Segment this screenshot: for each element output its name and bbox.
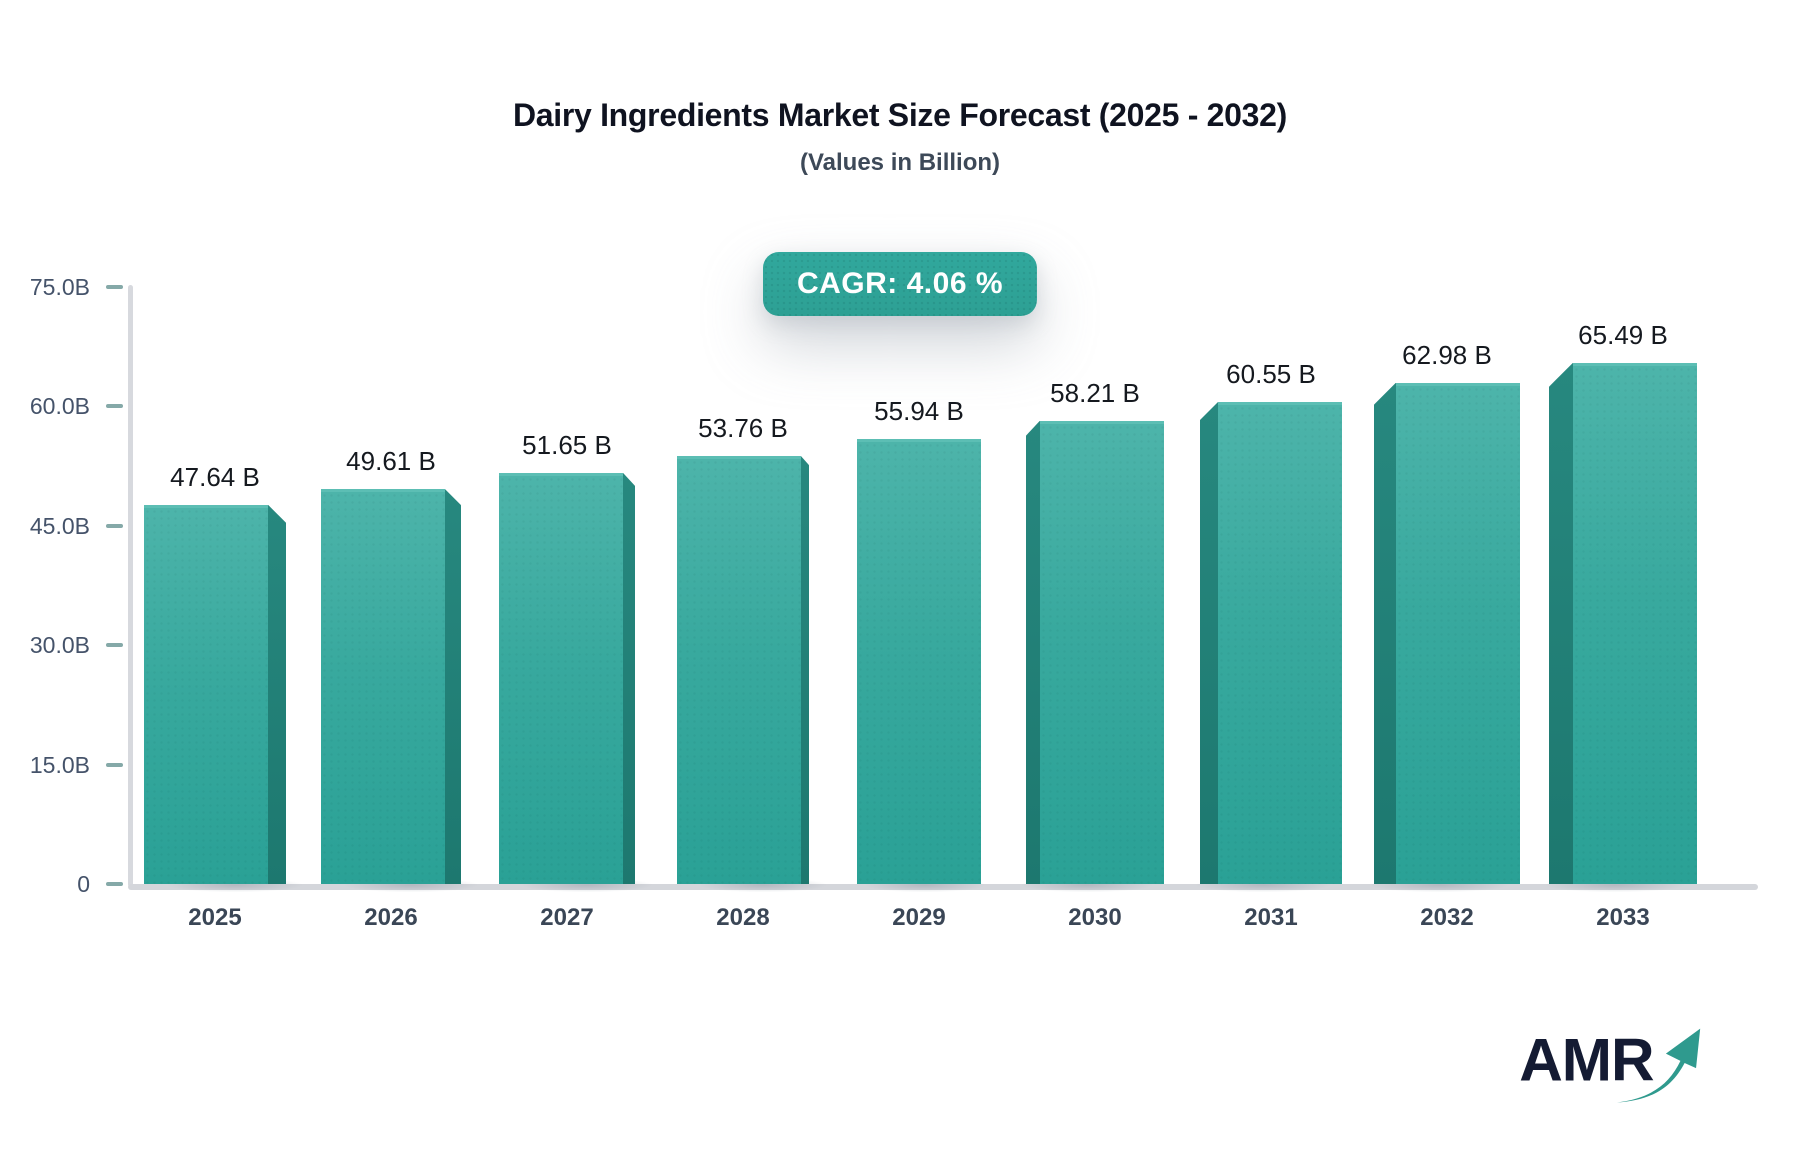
bar-side-face [801,456,809,884]
bar-2029[interactable] [857,438,981,884]
x-tick-label-2029: 2029 [892,904,946,931]
y-tick-label: 60.0B [29,393,90,420]
bar-face [499,472,623,884]
cagr-badge: CAGR: 4.06 % [763,252,1037,316]
y-tick-label: 30.0B [29,632,90,659]
bar-side-face [1549,362,1573,884]
bar-face [1040,420,1164,884]
bar-2025[interactable] [144,504,286,884]
bar-face [857,438,981,884]
y-tick-label: 0 [77,871,90,897]
bar-face [321,489,445,884]
bar-value-label: 49.61 B [346,446,436,477]
amr-logo-text: AMR [1519,1026,1654,1094]
bar-face [677,456,801,884]
y-tick-dash [106,882,123,886]
x-tick-label-2027: 2027 [540,904,594,931]
bar-side-face [623,472,635,884]
y-tick-dash [106,762,123,767]
x-tick-label-2033: 2033 [1596,904,1650,931]
amr-logo: AMR [1512,1012,1722,1116]
x-axis-line [128,884,1758,890]
x-tick-label-2030: 2030 [1068,904,1122,931]
bar-face [1218,402,1342,884]
bar-value-label: 55.94 B [874,395,964,426]
bar-2033[interactable] [1549,362,1697,884]
bar-side-face [1200,402,1218,884]
chart-subtitle: (Values in Billion) [799,149,1001,176]
amr-logo-arrow-icon [1617,1028,1701,1103]
x-tick-label-2028: 2028 [716,904,770,931]
y-tick-label: 45.0B [29,512,90,539]
bar-side-face [268,504,286,884]
x-tick-label-2026: 2026 [364,904,418,931]
cagr-badge-label: CAGR: 4.06 % [796,267,1004,300]
bar-2031[interactable] [1200,402,1342,884]
y-tick-label: 75.0B [29,274,90,300]
bar-value-label: 47.64 B [170,461,260,492]
x-tick-label-2031: 2031 [1244,904,1298,931]
bar-value-label: 60.55 B [1226,359,1316,390]
bar-2028[interactable] [677,456,809,884]
bar-face [1396,382,1520,884]
y-tick-dash [106,285,123,289]
bar-side-face [1374,382,1396,884]
amr-logo-graphic: AMR [1519,1026,1701,1103]
bar-side-face [1026,420,1040,884]
bar-value-label: 62.98 B [1402,339,1492,370]
chart-title: Dairy Ingredients Market Size Forecast (… [512,97,1288,133]
x-tick-label-2025: 2025 [188,904,242,931]
x-tick-label-2032: 2032 [1420,904,1474,931]
y-axis-line [128,285,133,887]
bar-2027[interactable] [499,472,635,884]
bar-value-label: 53.76 B [698,413,788,444]
bar-side-face [445,489,461,884]
bar-2032[interactable] [1374,382,1520,884]
bar-face [144,504,268,884]
y-tick-dash [106,643,123,648]
y-tick-dash [106,523,123,528]
y-tick-label: 15.0B [29,751,90,778]
bar-value-label: 51.65 B [522,429,612,460]
bar-value-label: 65.49 B [1578,319,1668,350]
y-tick-dash [106,404,123,409]
bar-value-label: 58.21 B [1050,377,1140,408]
bar-2026[interactable] [321,489,461,884]
bar-2030[interactable] [1026,420,1164,884]
bar-face [1573,362,1697,884]
